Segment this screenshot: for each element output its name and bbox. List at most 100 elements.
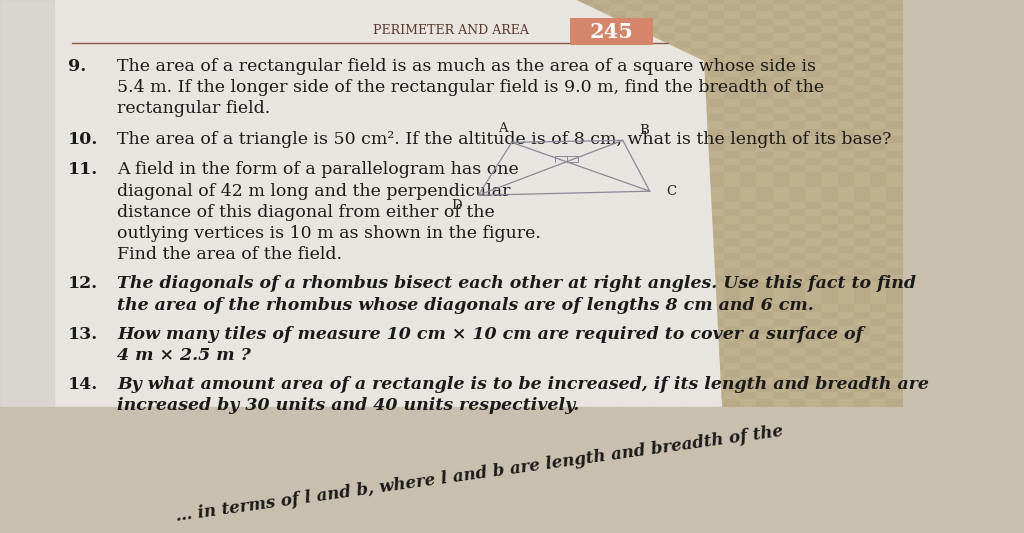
Bar [772, 150, 788, 158]
Bar [675, 195, 691, 202]
Text: How many tiles of measure 10 cm × 10 cm are required to cover a surface of: How many tiles of measure 10 cm × 10 cm … [118, 326, 863, 343]
Bar [870, 34, 887, 41]
Bar [854, 180, 870, 187]
Bar [513, 48, 529, 55]
Bar [513, 114, 529, 121]
Bar [788, 150, 805, 158]
Bar [497, 209, 513, 216]
Bar [529, 312, 545, 319]
Bar [887, 173, 902, 180]
Bar [610, 0, 627, 4]
Bar [561, 231, 578, 238]
Text: The area of a rectangular field is as much as the area of a square whose side is: The area of a rectangular field is as mu… [118, 58, 816, 75]
Bar [643, 70, 658, 77]
Bar [643, 143, 658, 150]
Bar [545, 275, 561, 282]
Bar [658, 341, 675, 348]
Bar [561, 180, 578, 187]
Bar [610, 231, 627, 238]
Bar [545, 268, 561, 275]
Bar [870, 158, 887, 165]
Bar [854, 392, 870, 399]
Bar [643, 282, 658, 289]
Bar [643, 238, 658, 246]
Bar [675, 85, 691, 92]
Bar [643, 165, 658, 173]
Bar [757, 238, 772, 246]
Bar [708, 275, 724, 282]
Bar [772, 297, 788, 304]
Bar [578, 253, 594, 260]
Bar [805, 385, 821, 392]
Bar [594, 312, 610, 319]
Bar [805, 268, 821, 275]
Bar [578, 202, 594, 209]
Bar [821, 19, 838, 26]
Bar [497, 26, 513, 34]
Bar [919, 187, 935, 195]
Bar [902, 34, 919, 41]
Bar [870, 26, 887, 34]
Bar [561, 48, 578, 55]
Bar [545, 246, 561, 253]
Bar [740, 48, 757, 55]
Bar [902, 158, 919, 165]
Bar [854, 136, 870, 143]
Bar [919, 216, 935, 224]
Bar [919, 107, 935, 114]
Bar [643, 55, 658, 63]
Bar [578, 55, 594, 63]
Bar [594, 165, 610, 173]
Bar [854, 11, 870, 19]
Bar [675, 370, 691, 377]
Bar [513, 246, 529, 253]
Bar [691, 128, 708, 136]
Bar [513, 180, 529, 187]
Bar [724, 275, 740, 282]
Bar [545, 63, 561, 70]
Bar [757, 231, 772, 238]
Bar [627, 268, 643, 275]
Bar [594, 34, 610, 41]
Bar [757, 63, 772, 70]
Bar [919, 238, 935, 246]
Text: 245: 245 [590, 22, 634, 42]
Bar [838, 99, 854, 107]
Bar [497, 165, 513, 173]
Bar [854, 297, 870, 304]
Bar [545, 304, 561, 312]
Bar [887, 143, 902, 150]
Bar [838, 326, 854, 334]
Bar [838, 356, 854, 363]
Bar [919, 209, 935, 216]
Bar [578, 224, 594, 231]
Bar [529, 348, 545, 356]
Bar [513, 319, 529, 326]
Bar [724, 282, 740, 289]
Bar [902, 165, 919, 173]
Bar [740, 392, 757, 399]
Bar [497, 187, 513, 195]
Bar [821, 297, 838, 304]
Bar [870, 319, 887, 326]
Bar [821, 128, 838, 136]
Bar [561, 268, 578, 275]
Bar [740, 187, 757, 195]
Bar [854, 341, 870, 348]
Bar [513, 392, 529, 399]
Bar [708, 238, 724, 246]
Bar [610, 99, 627, 107]
Bar [658, 143, 675, 150]
Bar [805, 304, 821, 312]
Bar [708, 304, 724, 312]
Bar [740, 85, 757, 92]
Bar [838, 224, 854, 231]
Bar [854, 4, 870, 11]
Bar [658, 238, 675, 246]
Bar [805, 187, 821, 195]
Bar [513, 297, 529, 304]
Bar [854, 275, 870, 282]
Bar [545, 136, 561, 143]
Bar [772, 334, 788, 341]
Bar [708, 209, 724, 216]
